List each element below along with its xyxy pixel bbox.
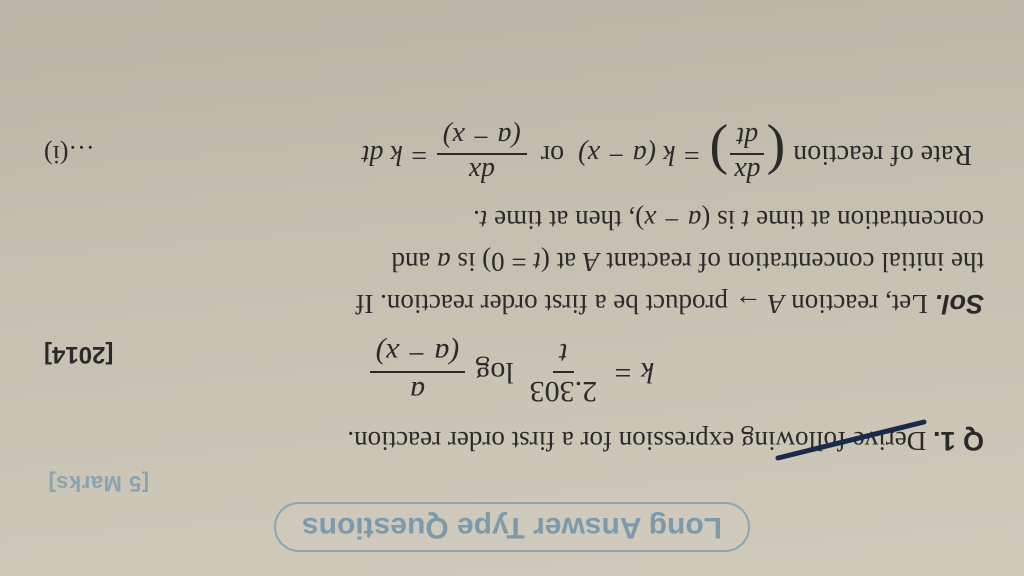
section-header: Long Answer Type Questions [274, 502, 750, 552]
marks-label: [5 Marks] [40, 470, 984, 496]
sol-line-2: the initial concentration of reactant A … [40, 240, 984, 282]
sol3a: concentration at time [749, 205, 984, 235]
page-scan: Long Answer Type Questions [5 Marks] Q 1… [0, 0, 1024, 576]
sol3i: t [742, 205, 750, 235]
den-ax: (a − x) [437, 122, 527, 155]
frac-den-2: (a − x) [370, 338, 466, 374]
eq1: = k (a − x) [578, 132, 701, 175]
frac-dxdt: dx dt [728, 122, 766, 187]
question-number: Q 1. [933, 426, 984, 456]
sol2c: = 0) is [451, 247, 534, 277]
sol2i3: a [437, 247, 451, 277]
sol2i: A [583, 247, 600, 277]
question-text: Q 1. Derive following expression for a f… [40, 421, 984, 460]
log-label: log [475, 355, 513, 389]
sol-line-1: Sol. Let, reaction A → product be a firs… [40, 282, 984, 324]
formula-block: k = 2.303 t log a (a − x) [2014] [40, 338, 984, 407]
formula-lhs: k = [613, 355, 654, 389]
dx: dx [728, 155, 766, 186]
lparen-icon: ( [767, 132, 786, 177]
sol1a: Let, reaction [785, 289, 935, 319]
frac-2303-t: 2.303 t [524, 338, 604, 407]
sol2i2: t [533, 247, 541, 277]
sol3c: ), then at time [487, 205, 644, 235]
q-text-b: expression for a first order reaction. [347, 426, 741, 456]
dt: dt [730, 122, 764, 155]
sol1i: A → [728, 289, 785, 319]
rate-constant-formula: k = 2.303 t log a (a − x) [370, 338, 654, 407]
q-text-a: Derive [846, 426, 926, 456]
or-label: or [541, 132, 564, 175]
sol3b: is ( [701, 205, 742, 235]
sol2b: at ( [541, 247, 583, 277]
sol1b: product be a first order reaction. If [355, 289, 728, 319]
rparen-icon: ) [709, 132, 728, 177]
rate-equation-row: Rate of reaction ( dx dt ) = k (a − x) o… [40, 122, 984, 187]
dx2: dx [463, 155, 501, 186]
frac-num-2: a [404, 373, 431, 407]
frac-a-ax: a (a − x) [370, 338, 466, 407]
paren-dxdt: ( dx dt ) [709, 122, 785, 187]
rate-prefix: Rate of reaction [793, 132, 972, 175]
sol2a: the initial concentration of reactant [599, 247, 984, 277]
solution-body: Sol. Let, reaction A → product be a firs… [40, 122, 984, 324]
q-struck: following [741, 426, 846, 456]
frac-num-1: 2.303 [524, 373, 604, 407]
sol2d: and [391, 247, 437, 277]
rhs: = k dt [362, 132, 429, 175]
frac-den-1: t [553, 338, 573, 374]
sol-line-3: concentration at time t is (a − x), then… [40, 198, 984, 240]
sol3d: . [473, 205, 480, 235]
sol-label: Sol. [934, 289, 984, 319]
section-header-wrap: Long Answer Type Questions [40, 502, 984, 552]
frac-dx-ax: dx (a − x) [437, 122, 527, 187]
year-tag: [2014] [44, 340, 113, 368]
eq-number: …(i) [40, 134, 95, 174]
sol3i2: a − x [644, 205, 701, 235]
sol3i3: t [480, 205, 488, 235]
rate-equation: Rate of reaction ( dx dt ) = k (a − x) o… [362, 122, 972, 187]
